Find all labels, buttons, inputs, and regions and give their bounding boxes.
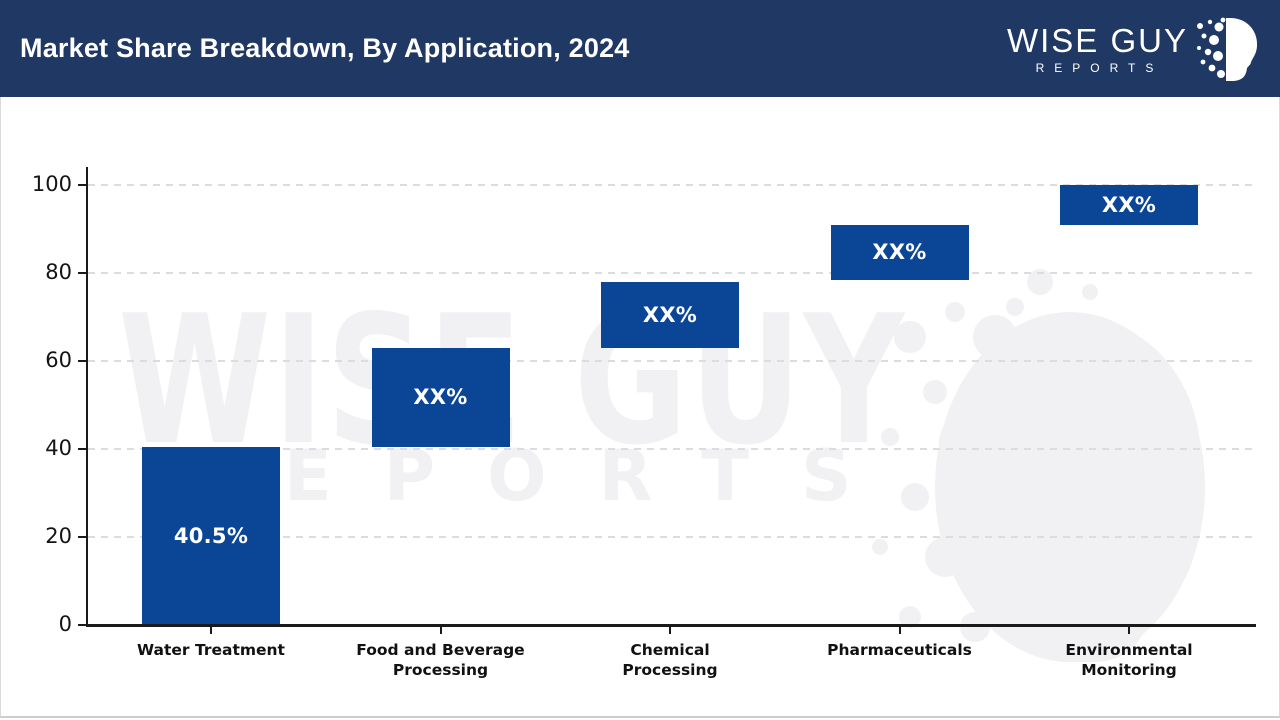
gridline (88, 360, 1256, 362)
brand-name: WISE GUY (1006, 21, 1188, 59)
y-tick-label: 80 (45, 260, 72, 284)
x-tick-mark (898, 625, 901, 634)
brand-subname: REPORTS (1035, 60, 1164, 75)
bar-value-label: XX% (642, 302, 698, 327)
x-tick-label-line: Environmental (1065, 641, 1193, 659)
y-tick-label: 40 (45, 436, 72, 460)
x-tick-label-line: Processing (622, 661, 718, 679)
x-tick-label-line: Chemical (630, 641, 710, 659)
y-tick-label: 0 (58, 612, 72, 636)
brand-face-icon (1197, 17, 1258, 81)
frame-left-line (0, 97, 1, 717)
brand-logo: WISE GUY REPORTS (1007, 14, 1262, 84)
x-axis-line (86, 624, 1256, 627)
x-tick-mark (439, 625, 442, 634)
y-tick-mark (78, 272, 87, 274)
bar: 40.5% (142, 446, 280, 625)
x-tick-label: Water Treatment (91, 640, 331, 660)
x-tick-label: Environmental Monitoring (1009, 640, 1249, 680)
y-tick-mark (78, 360, 87, 362)
gridline (88, 272, 1256, 274)
x-tick-label-line: Processing (392, 661, 489, 679)
y-tick-label: 20 (45, 524, 72, 548)
frame-bottom-line (0, 716, 1280, 718)
x-tick-label-line: Pharmaceuticals (827, 641, 972, 659)
y-tick-mark (78, 536, 87, 538)
y-tick-mark (78, 184, 87, 186)
page-title: Market Share Breakdown, By Application, … (20, 33, 630, 63)
bar: XX% (601, 281, 739, 348)
y-tick-label: 100 (31, 172, 72, 196)
y-tick-mark (78, 448, 87, 450)
header: Market Share Breakdown, By Application, … (0, 0, 1280, 97)
bar: XX% (830, 224, 969, 280)
y-tick-label: 60 (45, 348, 72, 372)
x-tick-label-line: Monitoring (1081, 661, 1177, 679)
y-tick-mark (78, 624, 87, 626)
x-tick-label: Chemical Processing (550, 640, 790, 680)
x-tick-mark (669, 625, 671, 634)
brand-logo-text: WISE GUY REPORTS (1007, 24, 1188, 74)
gridline (88, 536, 1256, 538)
x-tick-label-line: Water Treatment (137, 641, 285, 659)
x-tick-label: Pharmaceuticals (780, 640, 1020, 660)
gridline (88, 184, 1256, 186)
bar-value-label: XX% (413, 385, 468, 410)
x-tick-label-line: Food and Beverage (356, 641, 525, 659)
bar-value-label: 40.5% (173, 523, 249, 548)
bar-value-label: XX% (872, 240, 927, 265)
x-tick-label: Food and Beverage Processing (321, 640, 561, 680)
bar: XX% (1060, 185, 1198, 225)
bar: XX% (371, 347, 510, 447)
bar-value-label: XX% (1101, 192, 1157, 217)
x-tick-mark (210, 625, 212, 634)
gridline (88, 448, 1256, 450)
y-axis-line (86, 167, 88, 627)
